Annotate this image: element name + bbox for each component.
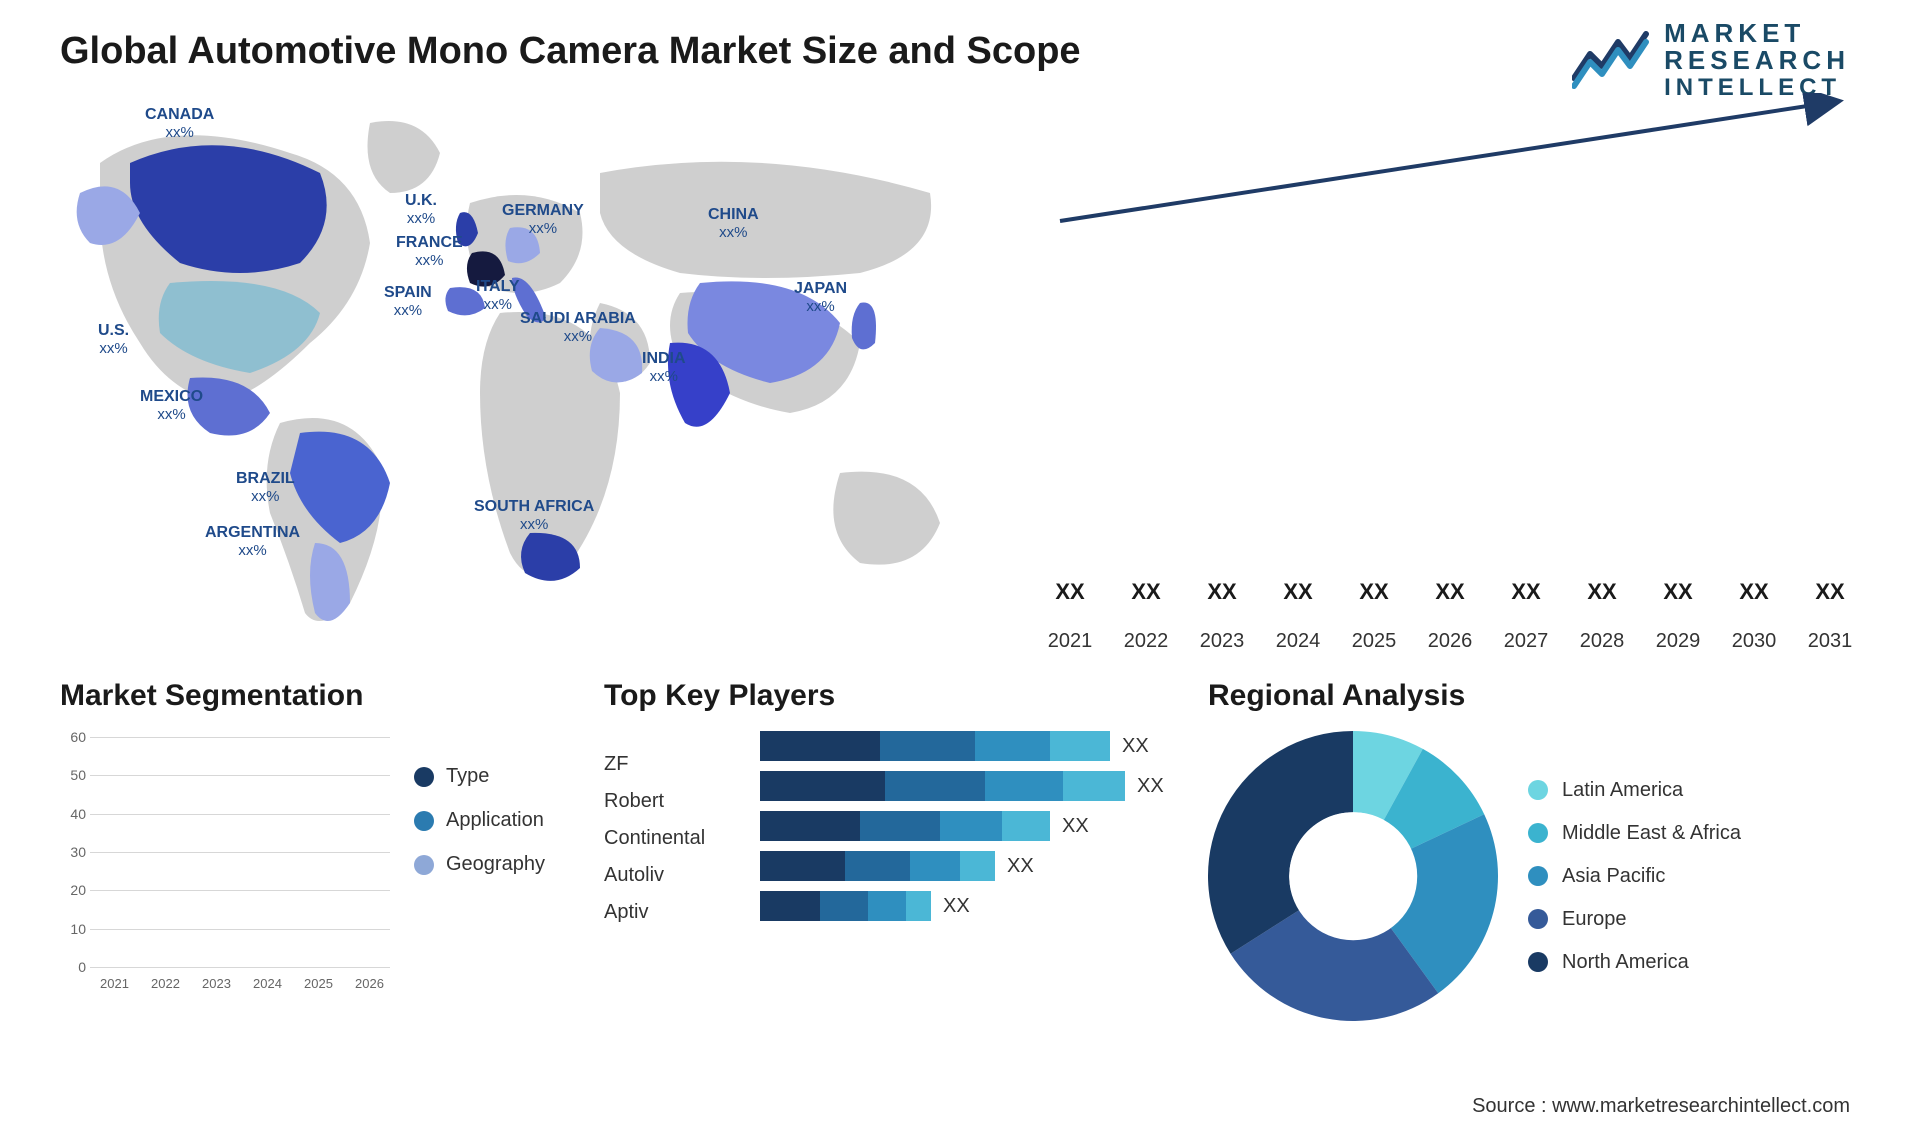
seg-x-label: 2025 [298, 976, 339, 991]
map-label: SAUDI ARABIAxx% [520, 311, 636, 344]
growth-x-label: 2029 [1648, 630, 1708, 653]
seg-x-label: 2026 [349, 976, 390, 991]
map-label: U.S.xx% [98, 323, 129, 356]
logo-line-2: RESEARCH [1664, 47, 1850, 74]
seg-y-tick: 50 [60, 767, 86, 783]
map-label: INDIAxx% [642, 351, 686, 384]
player-name: Aptiv [604, 901, 744, 924]
seg-x-label: 2024 [247, 976, 288, 991]
world-map-panel: CANADAxx% U.S.xx% MEXICOxx% BRAZILxx% ARGENT… [60, 93, 1000, 653]
growth-x-label: 2030 [1724, 630, 1784, 653]
regional-panel: Regional Analysis Latin America Middle Ea… [1208, 679, 1860, 1021]
growth-bar-value: XX [1040, 579, 1100, 605]
segmentation-legend: Type Application Geography [414, 731, 545, 991]
growth-bar-value: XX [1420, 579, 1480, 605]
seg-x-label: 2022 [145, 976, 186, 991]
growth-x-label: 2021 [1040, 630, 1100, 653]
growth-bar-value: XX [1800, 579, 1860, 605]
map-label: ITALYxx% [476, 279, 520, 312]
growth-x-label: 2022 [1116, 630, 1176, 653]
growth-bar-value: XX [1268, 579, 1328, 605]
map-label: MEXICOxx% [140, 389, 203, 422]
growth-x-label: 2028 [1572, 630, 1632, 653]
growth-x-label: 2027 [1496, 630, 1556, 653]
world-map-icon [60, 93, 1000, 653]
regional-legend-item: Latin America [1528, 779, 1741, 802]
growth-bar-value: XX [1724, 579, 1784, 605]
seg-y-tick: 20 [60, 882, 86, 898]
player-bar-row: XX [760, 771, 1174, 801]
growth-chart: XX XX XX XX XX XX XX XX XX XX XX 2021 2022 2023 2024 2… [1040, 93, 1860, 653]
player-name: Robert [604, 790, 744, 813]
growth-bar-value: XX [1192, 579, 1252, 605]
growth-x-label: 2024 [1268, 630, 1328, 653]
map-label: CANADAxx% [145, 107, 214, 140]
player-bar-row: XX [760, 891, 1174, 921]
growth-bar-value: XX [1116, 579, 1176, 605]
growth-x-label: 2026 [1420, 630, 1480, 653]
regional-legend-item: Europe [1528, 908, 1741, 931]
regional-legend-item: North America [1528, 951, 1741, 974]
player-bar-row: XX [760, 731, 1174, 761]
map-label: U.K.xx% [405, 193, 437, 226]
seg-legend-item: Geography [414, 853, 545, 876]
players-names: ZF Robert Continental Autoliv Aptiv [604, 731, 744, 924]
growth-bar-value: XX [1496, 579, 1556, 605]
brand-logo: MARKET RESEARCH INTELLECT [1572, 20, 1850, 100]
growth-bar-value: XX [1572, 579, 1632, 605]
growth-x-label: 2023 [1192, 630, 1252, 653]
seg-y-tick: 40 [60, 806, 86, 822]
player-value: XX [943, 895, 970, 918]
players-bars: XX XX XX XX XX [760, 731, 1174, 924]
logo-line-1: MARKET [1664, 20, 1850, 47]
player-name: Continental [604, 827, 744, 850]
logo-mark-icon [1572, 28, 1650, 92]
source-attribution: Source : www.marketresearchintellect.com [1472, 1095, 1850, 1118]
seg-y-tick: 10 [60, 921, 86, 937]
seg-x-label: 2021 [94, 976, 135, 991]
growth-x-label: 2025 [1344, 630, 1404, 653]
player-value: XX [1062, 815, 1089, 838]
map-label: FRANCExx% [396, 235, 463, 268]
seg-y-tick: 0 [60, 959, 86, 975]
regional-legend-item: Middle East & Africa [1528, 822, 1741, 845]
growth-x-label: 2031 [1800, 630, 1860, 653]
seg-y-tick: 30 [60, 844, 86, 860]
segmentation-chart: 0 10 20 30 40 50 60 2021 2022 2023 2024 2025 2026 [60, 731, 390, 991]
player-bar-row: XX [760, 811, 1174, 841]
map-label: SOUTH AFRICAxx% [474, 499, 594, 532]
regional-title: Regional Analysis [1208, 679, 1860, 713]
seg-x-label: 2023 [196, 976, 237, 991]
player-name: Autoliv [604, 864, 744, 887]
map-label: SPAINxx% [384, 285, 432, 318]
players-title: Top Key Players [604, 679, 1174, 713]
player-value: XX [1122, 735, 1149, 758]
seg-legend-item: Application [414, 809, 545, 832]
regional-donut-chart [1208, 731, 1498, 1021]
player-bar-row: XX [760, 851, 1174, 881]
player-value: XX [1137, 775, 1164, 798]
players-panel: Top Key Players ZF Robert Continental Autol… [604, 679, 1174, 924]
map-label: ARGENTINAxx% [205, 525, 300, 558]
player-value: XX [1007, 855, 1034, 878]
regional-legend-item: Asia Pacific [1528, 865, 1741, 888]
map-label: GERMANYxx% [502, 203, 584, 236]
growth-bar-value: XX [1344, 579, 1404, 605]
growth-bar-value: XX [1648, 579, 1708, 605]
segmentation-panel: Market Segmentation 0 10 20 30 40 50 60 2021 202… [60, 679, 570, 991]
seg-y-tick: 60 [60, 729, 86, 745]
player-name: ZF [604, 753, 744, 776]
map-label: CHINAxx% [708, 207, 759, 240]
map-label: BRAZILxx% [236, 471, 295, 504]
seg-legend-item: Type [414, 765, 545, 788]
map-label: JAPANxx% [794, 281, 847, 314]
regional-legend: Latin America Middle East & Africa Asia Pa… [1528, 779, 1741, 974]
segmentation-title: Market Segmentation [60, 679, 570, 713]
